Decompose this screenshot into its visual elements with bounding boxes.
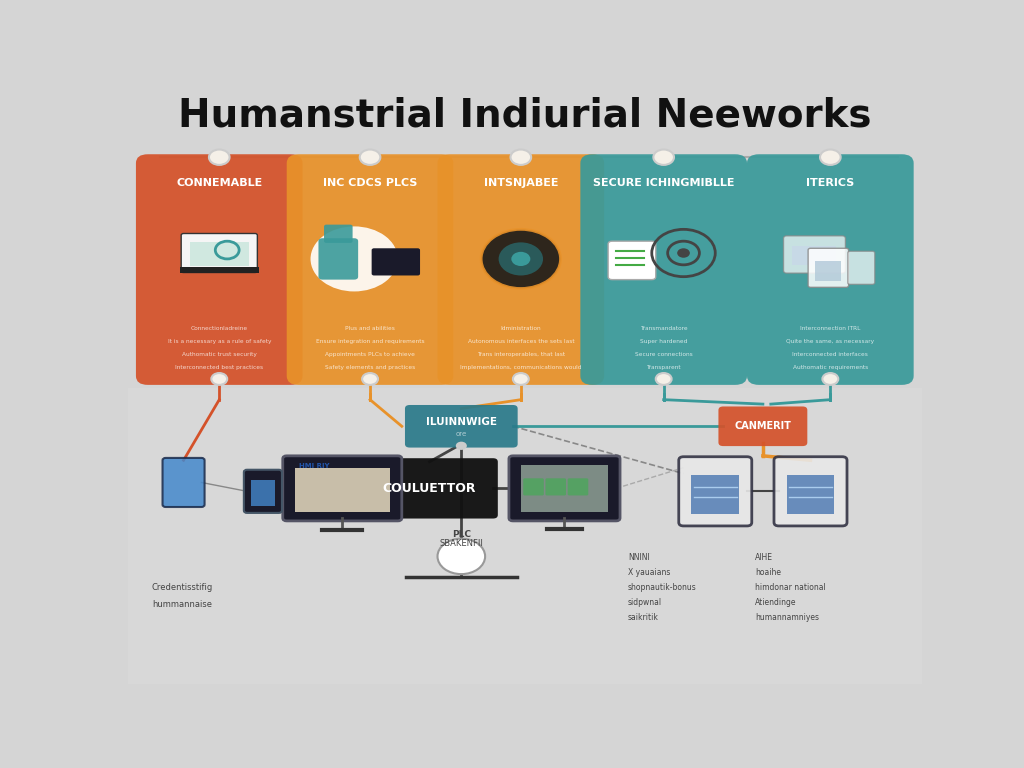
Text: Interconnected best practices: Interconnected best practices bbox=[175, 365, 263, 369]
Text: himdonar national: himdonar national bbox=[755, 583, 825, 592]
Circle shape bbox=[511, 252, 530, 266]
Text: sidpwnal: sidpwnal bbox=[628, 598, 663, 607]
Text: INC CDCS PLCS: INC CDCS PLCS bbox=[323, 178, 417, 188]
Text: Trans interoperables, that last: Trans interoperables, that last bbox=[477, 352, 565, 357]
FancyBboxPatch shape bbox=[748, 154, 913, 385]
Text: Autonomous interfaces the sets last: Autonomous interfaces the sets last bbox=[468, 339, 574, 344]
FancyBboxPatch shape bbox=[509, 456, 621, 521]
Text: Authomatic requirements: Authomatic requirements bbox=[793, 365, 868, 369]
FancyBboxPatch shape bbox=[287, 154, 454, 385]
FancyBboxPatch shape bbox=[719, 406, 807, 446]
Circle shape bbox=[677, 248, 690, 258]
FancyBboxPatch shape bbox=[251, 481, 274, 506]
Text: Plus and abilities: Plus and abilities bbox=[345, 326, 395, 331]
Text: PLC: PLC bbox=[452, 530, 471, 539]
Circle shape bbox=[211, 373, 227, 385]
Circle shape bbox=[511, 150, 531, 165]
FancyBboxPatch shape bbox=[372, 248, 420, 276]
Text: ITERICS: ITERICS bbox=[806, 178, 854, 188]
Text: Ensure integration and requirements: Ensure integration and requirements bbox=[315, 339, 424, 344]
Text: Super hardened: Super hardened bbox=[640, 339, 687, 344]
Circle shape bbox=[456, 442, 467, 450]
Circle shape bbox=[822, 373, 839, 385]
FancyBboxPatch shape bbox=[581, 154, 746, 385]
Text: HMI RIY: HMI RIY bbox=[299, 462, 329, 468]
FancyBboxPatch shape bbox=[295, 468, 390, 512]
FancyBboxPatch shape bbox=[128, 388, 922, 684]
FancyBboxPatch shape bbox=[437, 154, 604, 385]
Text: Interconnected interfaces: Interconnected interfaces bbox=[793, 352, 868, 357]
FancyBboxPatch shape bbox=[521, 465, 608, 512]
Circle shape bbox=[359, 150, 380, 165]
Text: CANMERIT: CANMERIT bbox=[734, 422, 792, 432]
FancyBboxPatch shape bbox=[181, 233, 257, 273]
FancyBboxPatch shape bbox=[786, 475, 835, 514]
Text: ore: ore bbox=[456, 431, 467, 437]
Text: Safety elements and practices: Safety elements and practices bbox=[325, 365, 415, 369]
Text: NNINI: NNINI bbox=[628, 554, 649, 562]
Text: SECURE ICHINGMIBLLE: SECURE ICHINGMIBLLE bbox=[593, 178, 734, 188]
FancyBboxPatch shape bbox=[523, 478, 544, 495]
Text: Implementations, communications would: Implementations, communications would bbox=[460, 365, 582, 369]
FancyBboxPatch shape bbox=[679, 457, 752, 526]
FancyBboxPatch shape bbox=[324, 224, 352, 243]
Text: It is a necessary as a rule of safety: It is a necessary as a rule of safety bbox=[168, 339, 271, 344]
Text: Credentisstifig: Credentisstifig bbox=[152, 583, 213, 592]
FancyBboxPatch shape bbox=[793, 246, 836, 265]
Text: ILUINNWIGE: ILUINNWIGE bbox=[426, 417, 497, 427]
Text: Transparent: Transparent bbox=[646, 365, 681, 369]
FancyBboxPatch shape bbox=[815, 260, 842, 281]
Circle shape bbox=[437, 538, 485, 574]
Circle shape bbox=[820, 150, 841, 165]
Text: X yauaians: X yauaians bbox=[628, 568, 671, 578]
FancyBboxPatch shape bbox=[189, 243, 249, 266]
FancyBboxPatch shape bbox=[179, 266, 259, 273]
Text: Quite the same, as necessary: Quite the same, as necessary bbox=[786, 339, 874, 344]
FancyBboxPatch shape bbox=[244, 470, 282, 513]
Circle shape bbox=[513, 373, 528, 385]
Text: Atiendinge: Atiendinge bbox=[755, 598, 797, 607]
Text: SBAKENFII: SBAKENFII bbox=[439, 539, 483, 548]
Circle shape bbox=[310, 227, 397, 291]
FancyBboxPatch shape bbox=[283, 456, 401, 521]
FancyBboxPatch shape bbox=[136, 154, 303, 385]
FancyBboxPatch shape bbox=[404, 405, 518, 448]
Text: shopnautik-bonus: shopnautik-bonus bbox=[628, 583, 696, 592]
Text: COULUETTOR: COULUETTOR bbox=[383, 482, 476, 495]
Circle shape bbox=[481, 230, 560, 289]
Circle shape bbox=[209, 150, 229, 165]
Circle shape bbox=[499, 243, 543, 276]
FancyBboxPatch shape bbox=[361, 458, 498, 518]
Text: INTSNJABEE: INTSNJABEE bbox=[483, 178, 558, 188]
Text: Appointments PLCs to achieve: Appointments PLCs to achieve bbox=[325, 352, 415, 357]
FancyBboxPatch shape bbox=[567, 478, 588, 495]
FancyBboxPatch shape bbox=[608, 241, 655, 280]
FancyBboxPatch shape bbox=[848, 251, 874, 284]
Text: Interconnection ITRL: Interconnection ITRL bbox=[800, 326, 860, 331]
Circle shape bbox=[655, 373, 672, 385]
Text: hummannaise: hummannaise bbox=[152, 600, 212, 608]
Circle shape bbox=[362, 373, 378, 385]
FancyBboxPatch shape bbox=[774, 457, 847, 526]
Text: Idministration: Idministration bbox=[501, 326, 541, 331]
FancyBboxPatch shape bbox=[163, 458, 205, 507]
FancyBboxPatch shape bbox=[691, 475, 739, 514]
FancyBboxPatch shape bbox=[546, 478, 566, 495]
Text: humannamniyes: humannamniyes bbox=[755, 613, 819, 621]
FancyBboxPatch shape bbox=[783, 236, 846, 273]
Text: Authomatic trust security: Authomatic trust security bbox=[182, 352, 257, 357]
FancyBboxPatch shape bbox=[808, 248, 849, 287]
Text: Secure connections: Secure connections bbox=[635, 352, 692, 357]
Text: Humanstrial Indiurial Neeworks: Humanstrial Indiurial Neeworks bbox=[178, 97, 871, 135]
Text: Transmandatore: Transmandatore bbox=[640, 326, 687, 331]
Circle shape bbox=[653, 150, 674, 165]
Text: AIHE: AIHE bbox=[755, 554, 773, 562]
Text: CONNEMABLE: CONNEMABLE bbox=[176, 178, 262, 188]
Text: Connectionladreine: Connectionladreine bbox=[190, 326, 248, 331]
Text: saikritik: saikritik bbox=[628, 613, 658, 621]
FancyBboxPatch shape bbox=[318, 238, 358, 280]
Text: hoaihe: hoaihe bbox=[755, 568, 781, 578]
